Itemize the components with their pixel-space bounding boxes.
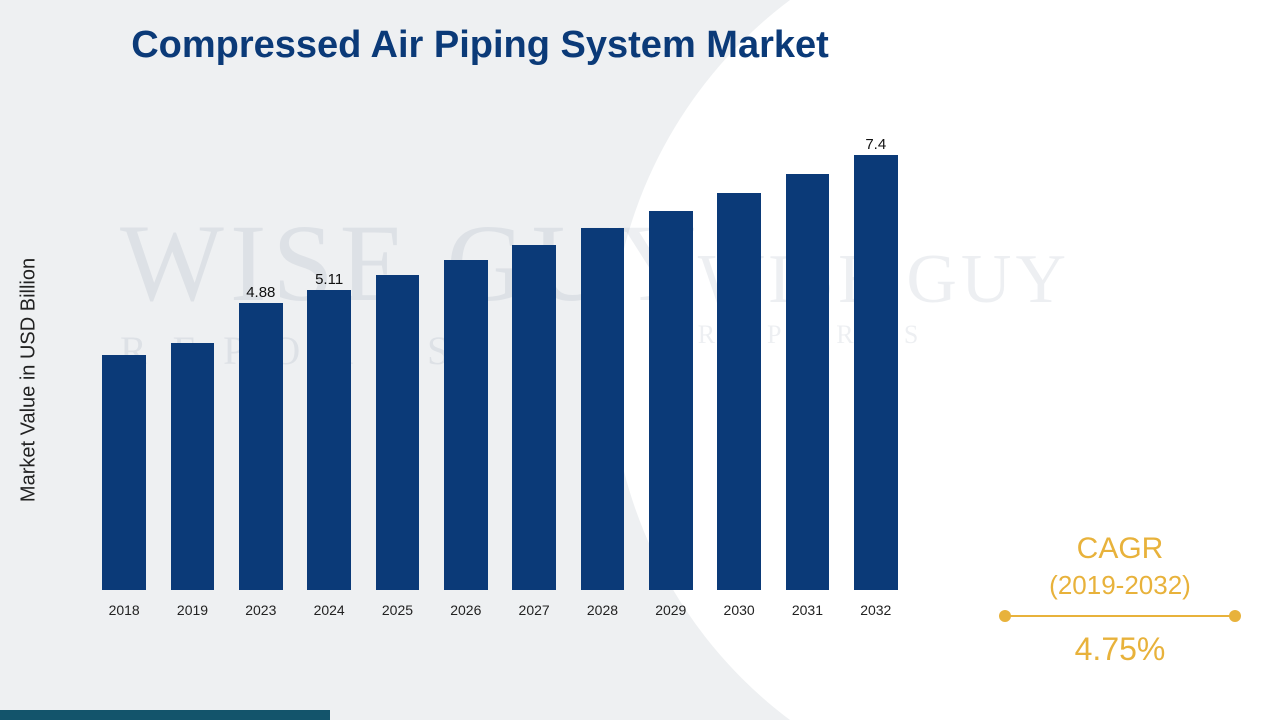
x-ticks: 2018 2019 2023 2024 2025 2026 2027 2028 2029 2030… [95, 602, 905, 618]
x-tick-label: 2032 [849, 602, 903, 618]
bar-2027 [507, 120, 561, 590]
bar [854, 155, 897, 590]
bar [512, 245, 555, 590]
bar-2023: 4.88 [234, 120, 288, 590]
bar [102, 355, 145, 590]
bar-2031 [780, 120, 834, 590]
bar-value-label: 5.11 [315, 271, 343, 288]
bars-container: 4.88 5.11 7.4 [95, 120, 905, 590]
x-tick-label: 2026 [439, 602, 493, 618]
bar-2028 [575, 120, 629, 590]
plot-area: 4.88 5.11 7.4 [95, 120, 905, 590]
x-tick-label: 2031 [780, 602, 834, 618]
x-tick-label: 2018 [97, 602, 151, 618]
bar [717, 193, 760, 590]
cagr-value: 4.75% [990, 631, 1250, 668]
bar-2029 [644, 120, 698, 590]
bar [649, 211, 692, 590]
bar-2032: 7.4 [849, 120, 903, 590]
x-tick-label: 2019 [165, 602, 219, 618]
cagr-label: CAGR [990, 532, 1250, 566]
x-tick-label: 2030 [712, 602, 766, 618]
bar-value-label: 4.88 [246, 284, 275, 301]
x-tick-label: 2023 [234, 602, 288, 618]
bar [239, 303, 282, 590]
bar-chart: Market Value in USD Billion 4.885.117.4 … [35, 120, 905, 640]
bar-value-label: 7.4 [865, 136, 886, 153]
bar-2030 [712, 120, 766, 590]
bar-2018 [97, 120, 151, 590]
bar-2019 [165, 120, 219, 590]
cagr-divider [1005, 615, 1235, 617]
bar-2026 [439, 120, 493, 590]
brand-logo: WISE GUY R E P O R T S [1035, 22, 1252, 77]
head-icon [1158, 32, 1268, 142]
footer-accent-bar [0, 710, 330, 720]
cagr-period: (2019-2032) [990, 570, 1250, 601]
x-tick-label: 2025 [370, 602, 424, 618]
bar-2025 [370, 120, 424, 590]
x-tick-label: 2028 [575, 602, 629, 618]
bar [444, 260, 487, 590]
bar-2024: 5.11 [302, 120, 356, 590]
bar [786, 174, 829, 590]
bar [376, 275, 419, 590]
x-tick-label: 2027 [507, 602, 561, 618]
bar [171, 343, 214, 590]
x-tick-label: 2029 [644, 602, 698, 618]
cagr-box: CAGR (2019-2032) 4.75% [990, 532, 1250, 668]
x-tick-label: 2024 [302, 602, 356, 618]
stage: WISE GUY R E P O R T S Compressed Air Pi… [0, 0, 1280, 720]
bar [307, 290, 350, 590]
chart-title: Compressed Air Piping System Market [0, 24, 960, 67]
y-axis-label: Market Value in USD Billion [18, 258, 41, 502]
bar [581, 228, 624, 590]
